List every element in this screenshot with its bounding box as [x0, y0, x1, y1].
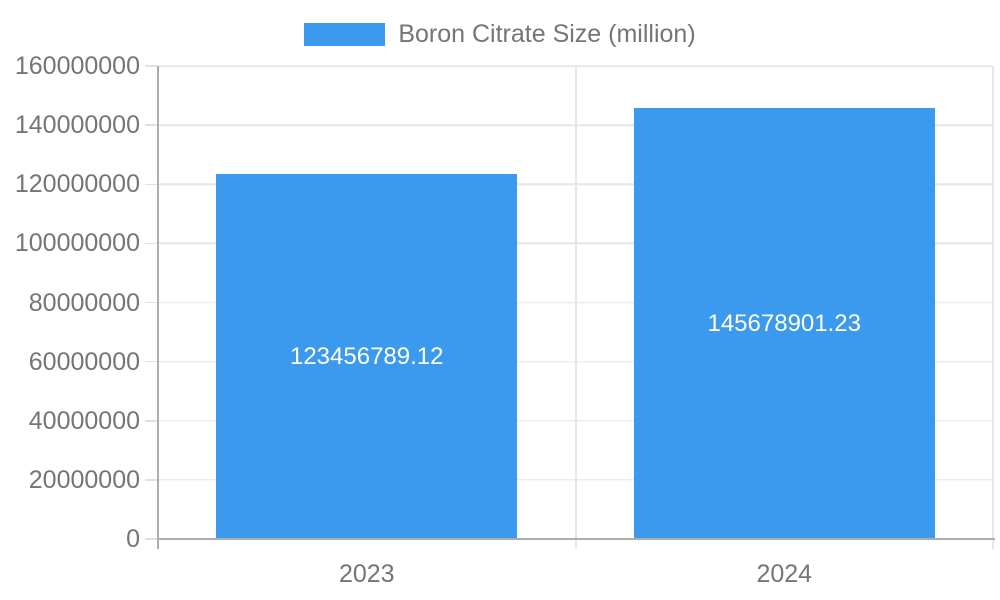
- y-axis-tick-label: 40000000: [28, 406, 140, 435]
- y-axis-tick-mark: [145, 124, 157, 126]
- y-axis-tick-label: 0: [126, 525, 140, 553]
- x-axis-tick-label: 2024: [756, 560, 813, 588]
- y-axis-tick-label: 20000000: [28, 465, 140, 494]
- y-axis-tick-label: 60000000: [28, 347, 140, 376]
- x-axis-labels: 2023 2024: [158, 560, 993, 592]
- x-axis-tick-label: 2023: [338, 560, 395, 588]
- gridline-vertical: [574, 66, 577, 549]
- y-axis-tick-mark: [145, 65, 157, 67]
- legend-label: Boron Citrate Size (million): [398, 20, 696, 48]
- gridline-vertical: [992, 66, 994, 549]
- legend[interactable]: Boron Citrate Size (million): [0, 20, 1000, 49]
- bar-value-label: 145678901.23: [707, 309, 861, 337]
- y-axis-tick-mark: [145, 479, 157, 481]
- y-axis-tick-mark: [145, 360, 157, 363]
- y-axis-tick-mark: [145, 183, 157, 185]
- y-axis-tick-mark: [145, 538, 157, 540]
- plot-area: 123456789.12 145678901.23: [158, 65, 994, 549]
- y-axis-tick-label: 100000000: [14, 229, 140, 258]
- y-axis-tick-mark: [145, 242, 157, 245]
- y-axis-ticks: [145, 65, 157, 540]
- y-axis-line: [157, 66, 159, 549]
- y-axis-tick-mark: [145, 301, 157, 304]
- y-axis-tick-label: 80000000: [28, 288, 140, 317]
- x-axis-line: [157, 538, 995, 540]
- y-axis-tick-label: 140000000: [14, 111, 140, 140]
- bar-value-label: 123456789.12: [289, 342, 444, 370]
- legend-swatch: [304, 23, 386, 46]
- y-axis-tick-label: 160000000: [14, 52, 140, 80]
- y-axis-labels: 0 20000000 40000000 60000000 80000000 1000000…: [0, 52, 140, 553]
- y-axis-tick-label: 120000000: [14, 170, 140, 199]
- y-axis-tick-mark: [145, 420, 157, 422]
- bar-2023[interactable]: 123456789.12: [216, 174, 518, 539]
- bar-2024[interactable]: 145678901.23: [633, 108, 935, 539]
